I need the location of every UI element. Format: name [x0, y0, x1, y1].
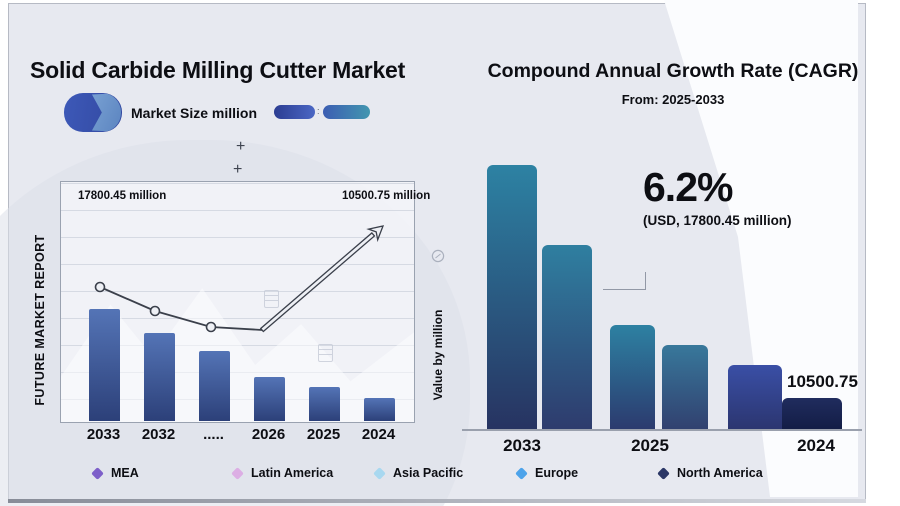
legend-item-latin-america: Latin America	[231, 466, 334, 480]
legend-diamond-icon	[515, 466, 528, 480]
cagr-bar-2033-1	[487, 165, 537, 430]
cagr-bar-2024-2	[782, 398, 842, 430]
market-x-label: 2033	[86, 426, 121, 443]
legend-diamond-icon	[231, 466, 244, 480]
legend-label: Europe	[535, 466, 579, 480]
cagr-title: Compound Annual Growth Rate (CAGR)	[487, 60, 859, 82]
start-value-annotation: 17800.45 million	[78, 190, 167, 202]
series-label: Market Size million	[131, 105, 258, 121]
market-x-label: 2026	[251, 426, 286, 443]
market-bar-2026	[254, 377, 285, 421]
market-bar-2032	[144, 333, 175, 421]
cagr-note: (USD, 17800.45 million)	[643, 213, 792, 228]
cagr-x-label: 2033	[503, 436, 541, 455]
frame-bottom-edge	[8, 499, 866, 503]
legend-item-mea: MEA	[91, 466, 139, 480]
cagr-end-value-annotation: 10500.75	[787, 372, 858, 391]
trend-line-arrow	[94, 225, 385, 333]
legend-diamond-icon	[91, 466, 104, 480]
end-value-annotation: 10500.75 million	[342, 190, 431, 202]
future-market-report-label: FUTURE MARKET REPORT	[33, 234, 47, 406]
document-watermark-icon	[264, 290, 279, 308]
market-x-label: 2025	[306, 426, 341, 443]
cagr-subtitle: From: 2025-2033	[621, 92, 725, 107]
market-chart-plot-area	[60, 181, 415, 423]
value-axis-label: Value by million	[431, 309, 445, 401]
market-bar-.....	[199, 351, 230, 421]
left-chart-title: Solid Carbide Milling Cutter Market	[30, 57, 406, 83]
market-x-label: .....	[203, 426, 224, 443]
cylinder-icon	[64, 93, 122, 132]
market-bar-2025	[309, 387, 340, 421]
cagr-bar-2024-1	[728, 365, 782, 430]
corner-bracket-decoration	[603, 272, 646, 290]
legend-label: MEA	[111, 466, 139, 480]
cagr-x-label: 2024	[797, 436, 835, 455]
market-bar-2024	[364, 398, 395, 421]
plus-decoration-icon: +	[233, 161, 243, 178]
clock-watermark-icon	[431, 249, 445, 263]
cagr-bar-2033-2	[542, 245, 592, 430]
cagr-bar-2025-2	[662, 345, 708, 430]
market-bar-2033	[89, 309, 120, 421]
cagr-x-axis-line	[462, 429, 862, 431]
cagr-bar-2025-1	[610, 325, 655, 430]
legend-label: North America	[677, 466, 763, 480]
legend-diamond-icon	[373, 466, 386, 480]
cagr-x-label: 2025	[631, 436, 669, 455]
legend-item-asia-pacific: Asia Pacific	[373, 466, 464, 480]
market-x-label: 2024	[361, 426, 396, 443]
pill-teal-icon	[323, 105, 370, 119]
pill-dark-icon	[274, 105, 315, 119]
plus-decoration-icon: +	[236, 138, 246, 155]
legend-label: Latin America	[251, 466, 334, 480]
cagr-value: 6.2%	[643, 164, 733, 210]
legend-item-europe: Europe	[515, 466, 579, 480]
document-watermark-icon	[318, 344, 333, 362]
market-x-label: 2032	[141, 426, 176, 443]
pill-separator: :	[317, 106, 320, 116]
legend-item-north-america: North America	[657, 466, 763, 480]
legend-diamond-icon	[657, 466, 670, 480]
cagr-chart-plot-area	[470, 138, 862, 430]
legend-label: Asia Pacific	[393, 466, 464, 480]
